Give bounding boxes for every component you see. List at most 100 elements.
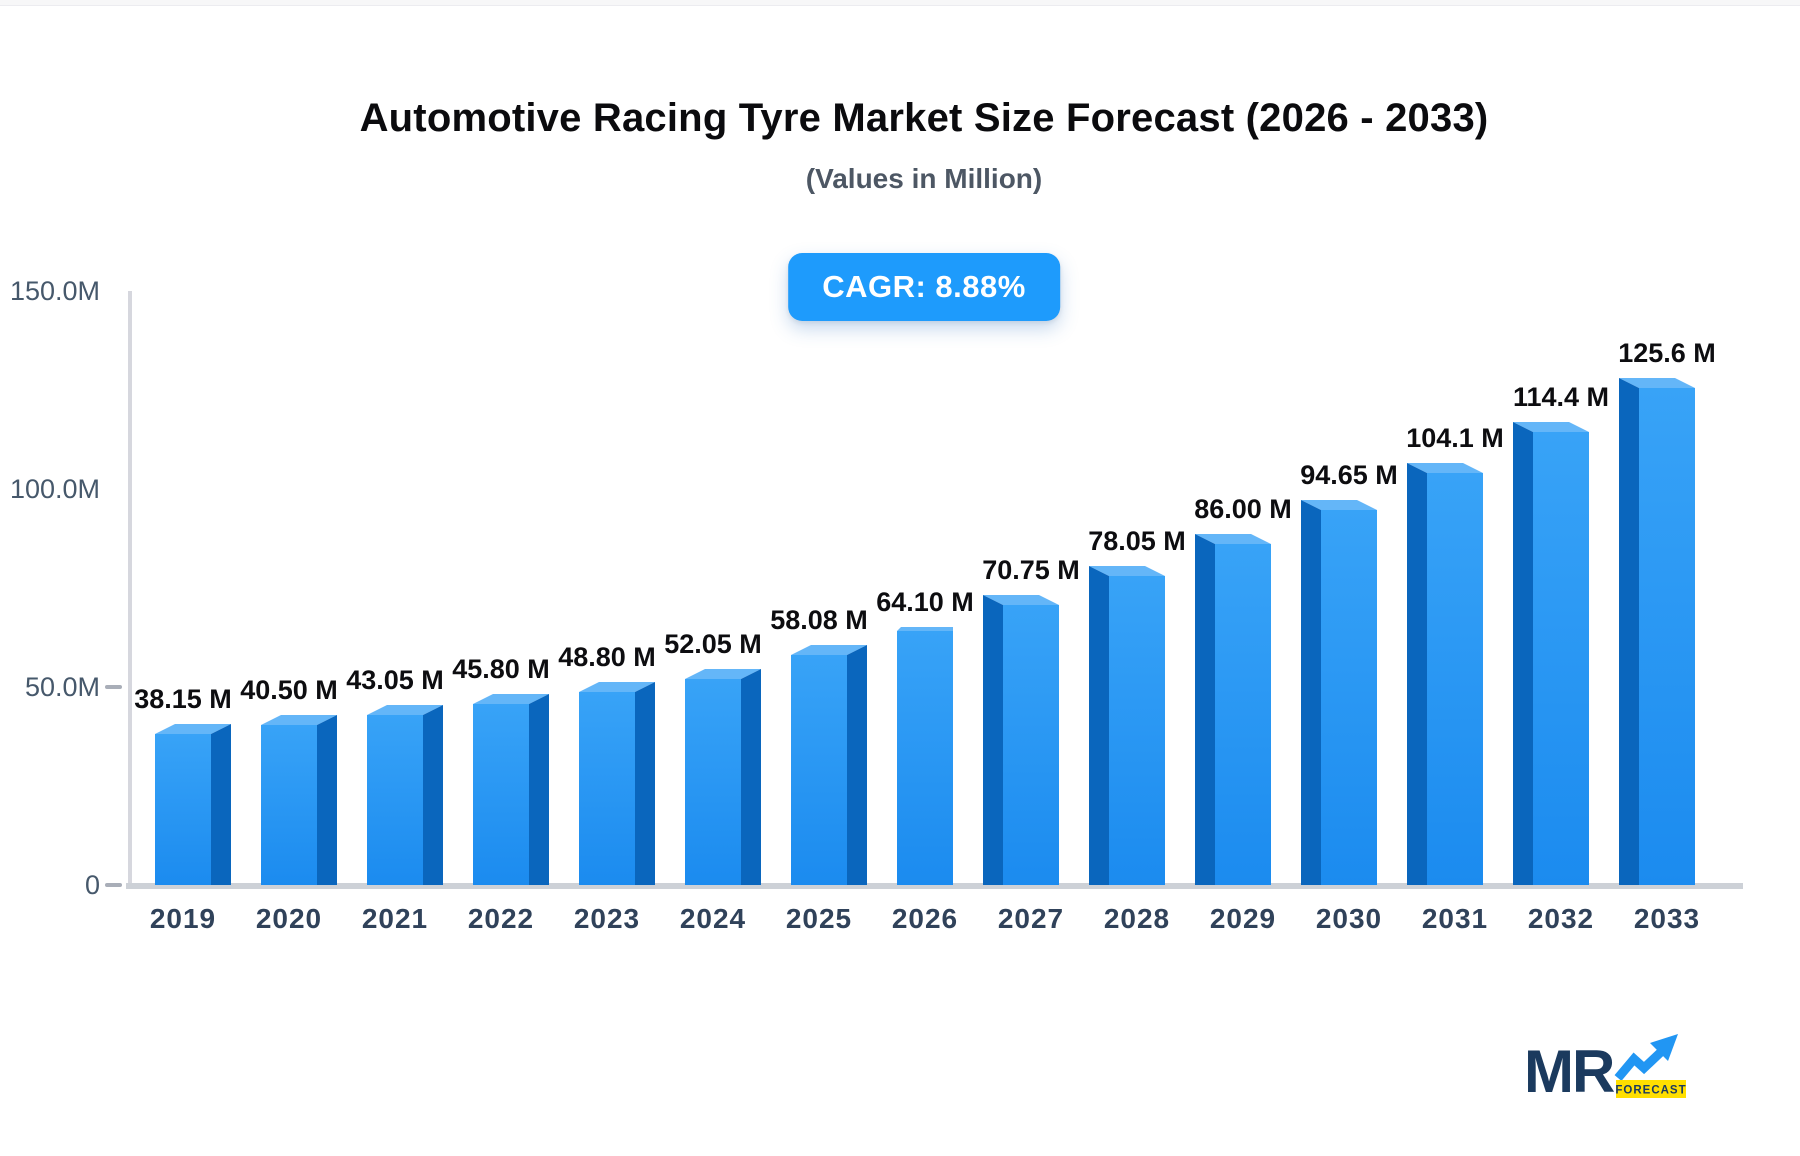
bar-value-label-2028: 78.05 M xyxy=(1088,526,1186,556)
x-axis-label-2022: 2022 xyxy=(467,903,535,934)
y-axis-line xyxy=(128,291,132,888)
x-axis-label-2031: 2031 xyxy=(1421,903,1489,934)
bar-top-face xyxy=(685,669,761,679)
x-axis-baseline xyxy=(126,883,1743,889)
bar-top-face xyxy=(261,715,337,725)
bar-side-face xyxy=(529,694,549,885)
bar-2019[interactable] xyxy=(155,724,231,885)
bar-front-face xyxy=(1639,388,1695,885)
x-axis-label-2024: 2024 xyxy=(679,903,747,934)
bar-side-face xyxy=(741,669,761,885)
y-axis-tick-label: 150.0M xyxy=(9,276,100,306)
mr-forecast-logo: MR FORECAST xyxy=(1524,1034,1686,1104)
bar-side-face xyxy=(211,724,231,885)
bar-value-label-2020: 40.50 M xyxy=(240,675,338,705)
bar-top-face xyxy=(1195,534,1271,544)
x-axis-label-2033: 2033 xyxy=(1633,903,1701,934)
bar-value-label-2019: 38.15 M xyxy=(134,684,232,714)
logo-trend-arrow-icon xyxy=(1614,1034,1678,1081)
bar-front-face xyxy=(367,715,423,885)
bar-front-face xyxy=(1215,544,1271,885)
bar-side-face xyxy=(1089,566,1109,885)
bar-top-face xyxy=(897,627,953,631)
bar-top-face xyxy=(155,724,231,734)
bar-value-label-2030: 94.65 M xyxy=(1300,460,1398,490)
bar-2030[interactable] xyxy=(1301,500,1377,885)
bar-2027[interactable] xyxy=(983,595,1059,885)
x-axis-label-2027: 2027 xyxy=(997,903,1065,934)
bar-value-label-2024: 52.05 M xyxy=(664,629,762,659)
bar-2031[interactable] xyxy=(1407,463,1483,885)
chart-subtitle: (Values in Million) xyxy=(805,163,1043,194)
y-axis-tick-label: 0 xyxy=(84,870,100,900)
bar-front-face xyxy=(155,734,211,885)
bar-front-face xyxy=(579,692,635,885)
bar-side-face xyxy=(983,595,1003,885)
bar-2021[interactable] xyxy=(367,705,443,885)
bar-side-face xyxy=(423,705,443,885)
bar-value-label-2032: 114.4 M xyxy=(1512,382,1610,412)
bar-top-face xyxy=(1089,566,1165,576)
bar-top-face xyxy=(473,694,549,704)
x-axis-label-2019: 2019 xyxy=(149,903,217,934)
bar-top-face xyxy=(791,645,867,655)
bar-value-label-2027: 70.75 M xyxy=(982,555,1080,585)
bar-value-label-2022: 45.80 M xyxy=(452,654,550,684)
bar-front-face xyxy=(791,655,847,885)
bar-side-face xyxy=(1301,500,1321,885)
bar-front-face xyxy=(1109,576,1165,885)
y-axis-tick-label: 100.0M xyxy=(9,474,100,504)
logo-forecast-label: FORECAST xyxy=(1615,1085,1686,1097)
bar-front-face xyxy=(685,679,741,885)
y-axis-tick-mark xyxy=(105,685,122,689)
bar-front-face xyxy=(1533,432,1589,885)
cagr-badge[interactable]: CAGR: 8.88% xyxy=(788,253,1060,321)
bar-side-face xyxy=(1619,378,1639,885)
bar-value-label-2021: 43.05 M xyxy=(346,665,444,695)
bar-top-face xyxy=(367,705,443,715)
bar-value-label-2026: 64.10 M xyxy=(876,587,974,617)
y-axis-tick-mark xyxy=(105,883,122,887)
x-axis-label-2020: 2020 xyxy=(255,903,323,934)
bar-top-face xyxy=(1513,422,1589,432)
bar-top-face xyxy=(1619,378,1695,388)
bar-front-face xyxy=(261,725,317,885)
bar-top-face xyxy=(983,595,1059,605)
chart-title: Automotive Racing Tyre Market Size Forec… xyxy=(359,96,1489,140)
bar-side-face xyxy=(1195,534,1215,885)
bar-top-face xyxy=(579,682,655,692)
bar-2024[interactable] xyxy=(685,669,761,885)
bar-2029[interactable] xyxy=(1195,534,1271,885)
bar-2026[interactable] xyxy=(897,627,953,885)
x-axis-label-2029: 2029 xyxy=(1209,903,1277,934)
y-axis-tick-label: 50.0M xyxy=(24,672,100,702)
bar-2033[interactable] xyxy=(1619,378,1695,885)
bar-value-label-2033: 125.6 M xyxy=(1618,338,1716,368)
bar-top-face xyxy=(1301,500,1377,510)
x-axis-label-2028: 2028 xyxy=(1103,903,1171,934)
bar-2025[interactable] xyxy=(791,645,867,885)
bar-top-face xyxy=(1407,463,1483,473)
bar-front-face xyxy=(473,704,529,885)
bar-side-face xyxy=(1407,463,1427,885)
bar-value-label-2023: 48.80 M xyxy=(558,642,656,672)
bar-front-face xyxy=(1427,473,1483,885)
bar-front-face xyxy=(897,631,953,885)
bar-value-label-2025: 58.08 M xyxy=(770,605,868,635)
bar-value-label-2031: 104.1 M xyxy=(1406,423,1504,453)
bar-2023[interactable] xyxy=(579,682,655,885)
x-axis-label-2030: 2030 xyxy=(1315,903,1383,934)
x-axis-label-2025: 2025 xyxy=(785,903,853,934)
x-axis-label-2023: 2023 xyxy=(573,903,641,934)
cagr-badge-label: CAGR: 8.88% xyxy=(822,269,1026,304)
bar-2028[interactable] xyxy=(1089,566,1165,885)
x-axis-label-2026: 2026 xyxy=(891,903,959,934)
x-axis-label-2032: 2032 xyxy=(1527,903,1595,934)
bar-front-face xyxy=(1321,510,1377,885)
bar-side-face xyxy=(635,682,655,885)
bar-2022[interactable] xyxy=(473,694,549,885)
bar-2032[interactable] xyxy=(1513,422,1589,885)
bar-2020[interactable] xyxy=(261,715,337,885)
page-top-border xyxy=(0,0,1800,6)
